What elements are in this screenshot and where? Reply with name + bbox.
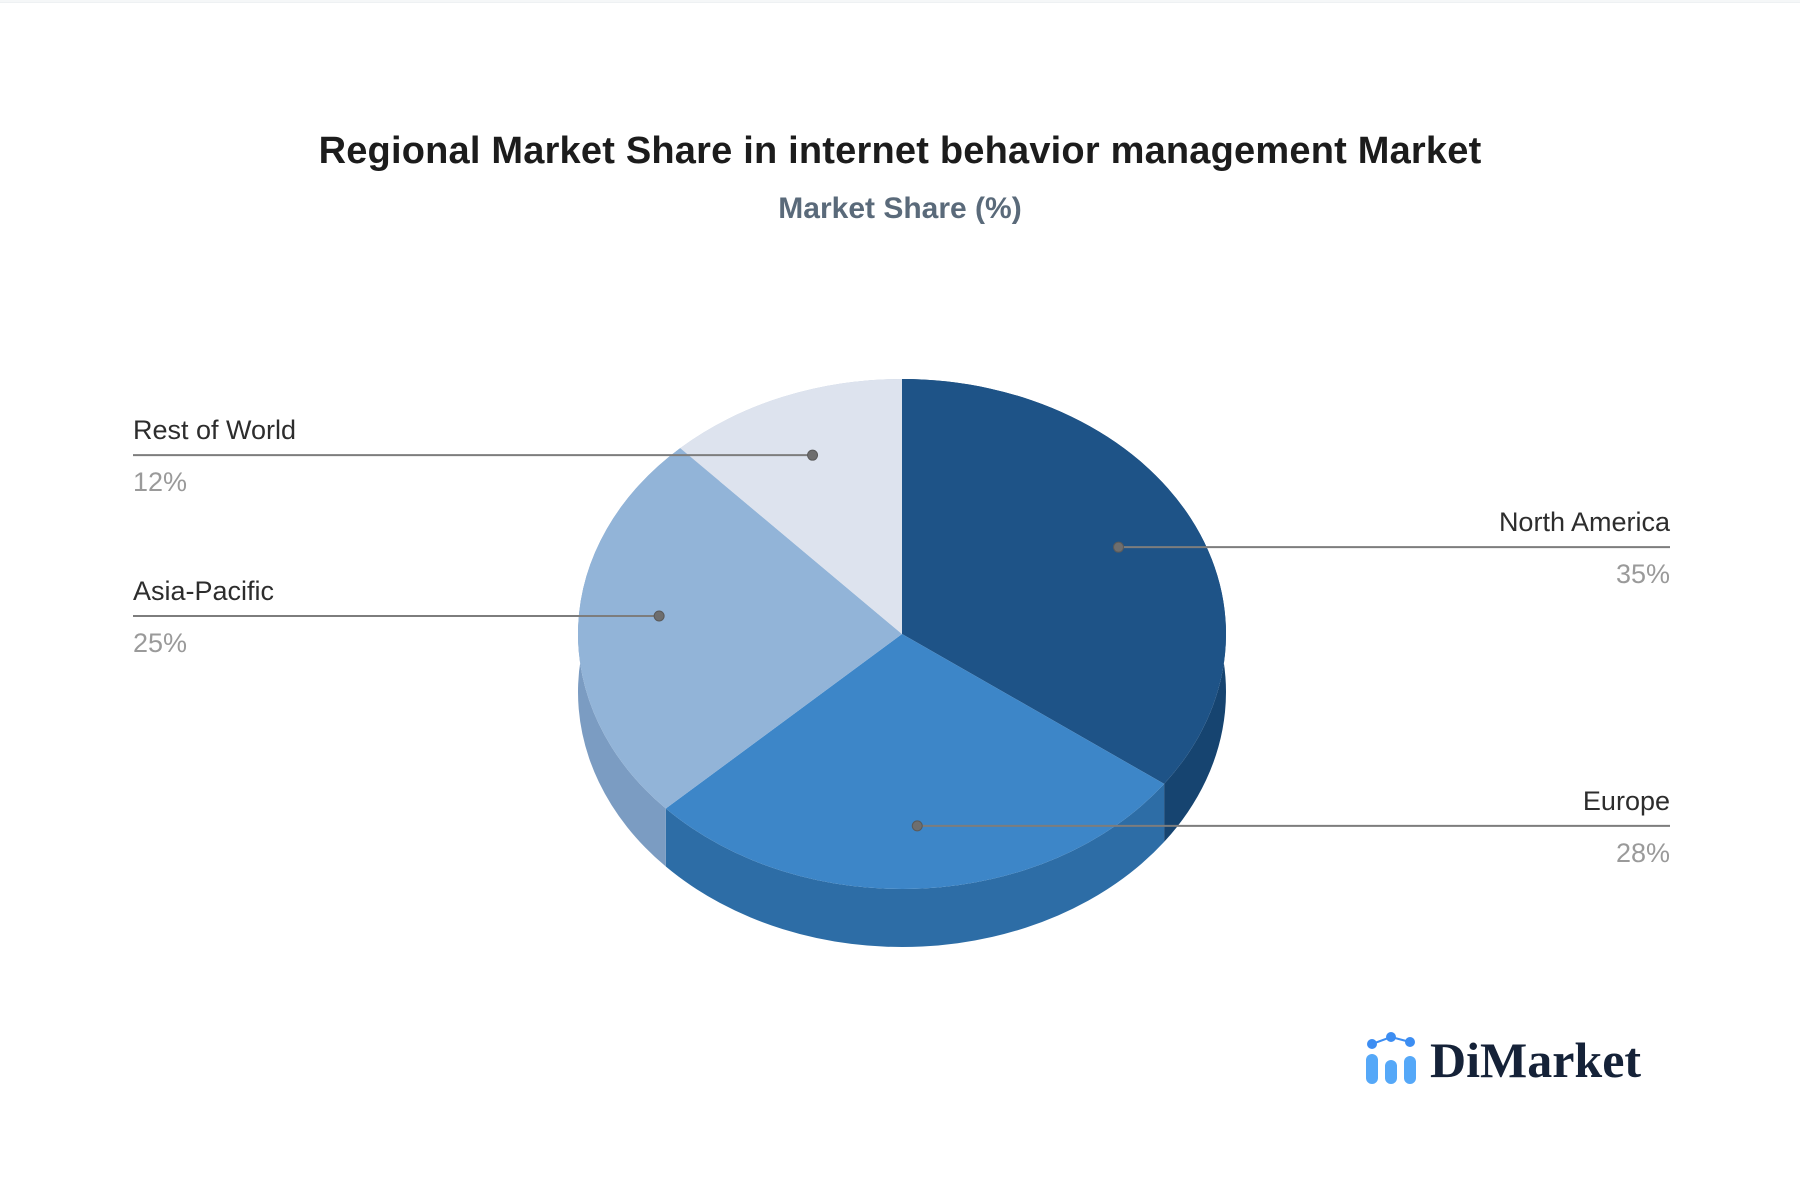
leader-dot-rest-of-world: [807, 449, 819, 461]
slice-label: Europe: [1582, 785, 1670, 816]
slice-value: 35%: [1615, 559, 1670, 590]
slice-label: Asia-Pacific: [133, 575, 275, 606]
chart-subtitle: Market Share (%): [778, 192, 1022, 225]
slice-label: Rest of World: [133, 415, 297, 446]
slice-value: 28%: [1615, 837, 1670, 868]
chart-title: Regional Market Share in internet behavi…: [318, 130, 1482, 172]
slice-label: North America: [1498, 507, 1670, 538]
pie-slice-side-europe: [665, 783, 1165, 947]
pie-slice-rest-of-world[interactable]: [680, 379, 902, 634]
leader-dot-europe: [911, 820, 923, 832]
pie-slice-asia-pacific[interactable]: [578, 448, 902, 809]
slice-value: 12%: [133, 467, 188, 498]
top-hairline: [0, 0, 1800, 3]
brand-name: DiMarket: [1430, 1032, 1642, 1088]
pie-slice-north-america[interactable]: [902, 379, 1226, 784]
logo-dot: [1367, 1039, 1377, 1049]
bar-chart-logo-icon: [1366, 1032, 1416, 1084]
logo-dot: [1386, 1032, 1396, 1042]
logo-bar: [1366, 1054, 1378, 1084]
leader-dot-asia-pacific: [653, 610, 665, 622]
logo-bar: [1385, 1060, 1397, 1084]
logo-bar: [1404, 1056, 1416, 1084]
dimarket-logo: DiMarket: [1366, 1032, 1641, 1088]
logo-dot: [1405, 1037, 1415, 1047]
leader-dot-north-america: [1113, 541, 1125, 553]
slice-value: 25%: [133, 627, 188, 658]
